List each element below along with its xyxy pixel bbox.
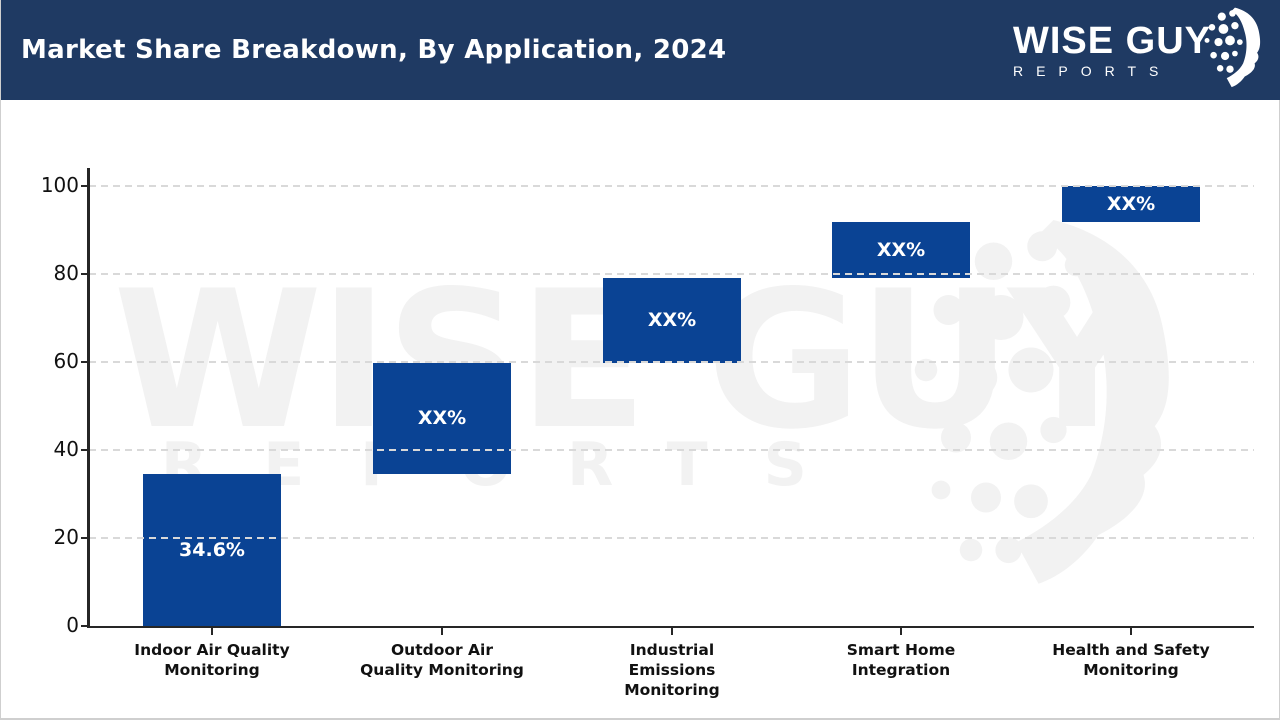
gridline-20 (89, 537, 1254, 539)
bar-segment: XX% (1062, 186, 1200, 223)
bar-segment: 34.6% (143, 473, 281, 626)
bar-segment: XX% (373, 362, 511, 474)
wise-guy-logo: WISE GUY REPORTS (1013, 7, 1263, 88)
header-bar: Market Share Breakdown, By Application, … (1, 0, 1280, 100)
y-tick-label: 40 (53, 437, 79, 461)
x-tick-mark (1130, 628, 1132, 635)
category-label: Industrial Emissions Monitoring (624, 641, 720, 699)
logo-subtitle: REPORTS (1012, 62, 1172, 79)
x-tick-mark (900, 628, 902, 635)
gridline-60 (89, 361, 1254, 363)
logo-text: WISE GUY REPORTS (1013, 20, 1211, 79)
bar-value-label: XX% (1106, 193, 1156, 216)
y-tick-mark (81, 449, 89, 451)
logo-face-icon (1204, 7, 1261, 88)
gridline-100 (89, 185, 1254, 187)
y-tick-label: 0 (66, 613, 79, 637)
y-tick-mark (81, 625, 89, 627)
bar-segment: XX% (832, 222, 970, 278)
x-tick-mark (441, 628, 443, 635)
y-tick-mark (81, 185, 89, 187)
bar-segment: XX% (603, 277, 741, 363)
bar-value-label: XX% (647, 309, 697, 332)
bar-value-label: XX% (417, 407, 467, 430)
y-axis (87, 168, 90, 628)
category-label: Indoor Air Quality Monitoring (134, 641, 290, 679)
y-tick-label: 20 (53, 525, 79, 549)
x-tick-mark (211, 628, 213, 635)
category-label: Health and Safety Monitoring (1052, 641, 1210, 679)
bar-value-label: 34.6% (179, 538, 245, 561)
x-tick-mark (671, 628, 673, 635)
gridline-80 (89, 273, 1254, 275)
y-tick-label: 60 (53, 349, 79, 373)
y-tick-mark (81, 361, 89, 363)
bar-value-label: XX% (876, 238, 926, 261)
y-tick-label: 100 (40, 173, 79, 197)
x-axis (87, 625, 1254, 628)
gridline-40 (89, 449, 1254, 451)
y-tick-mark (81, 537, 89, 539)
y-tick-label: 80 (53, 261, 79, 285)
logo-wordmark: WISE GUY (1012, 19, 1211, 62)
y-tick-mark (81, 273, 89, 275)
category-label: Outdoor Air Quality Monitoring (360, 641, 524, 679)
category-label: Smart Home Integration (846, 641, 956, 679)
page-title: Market Share Breakdown, By Application, … (21, 35, 727, 65)
